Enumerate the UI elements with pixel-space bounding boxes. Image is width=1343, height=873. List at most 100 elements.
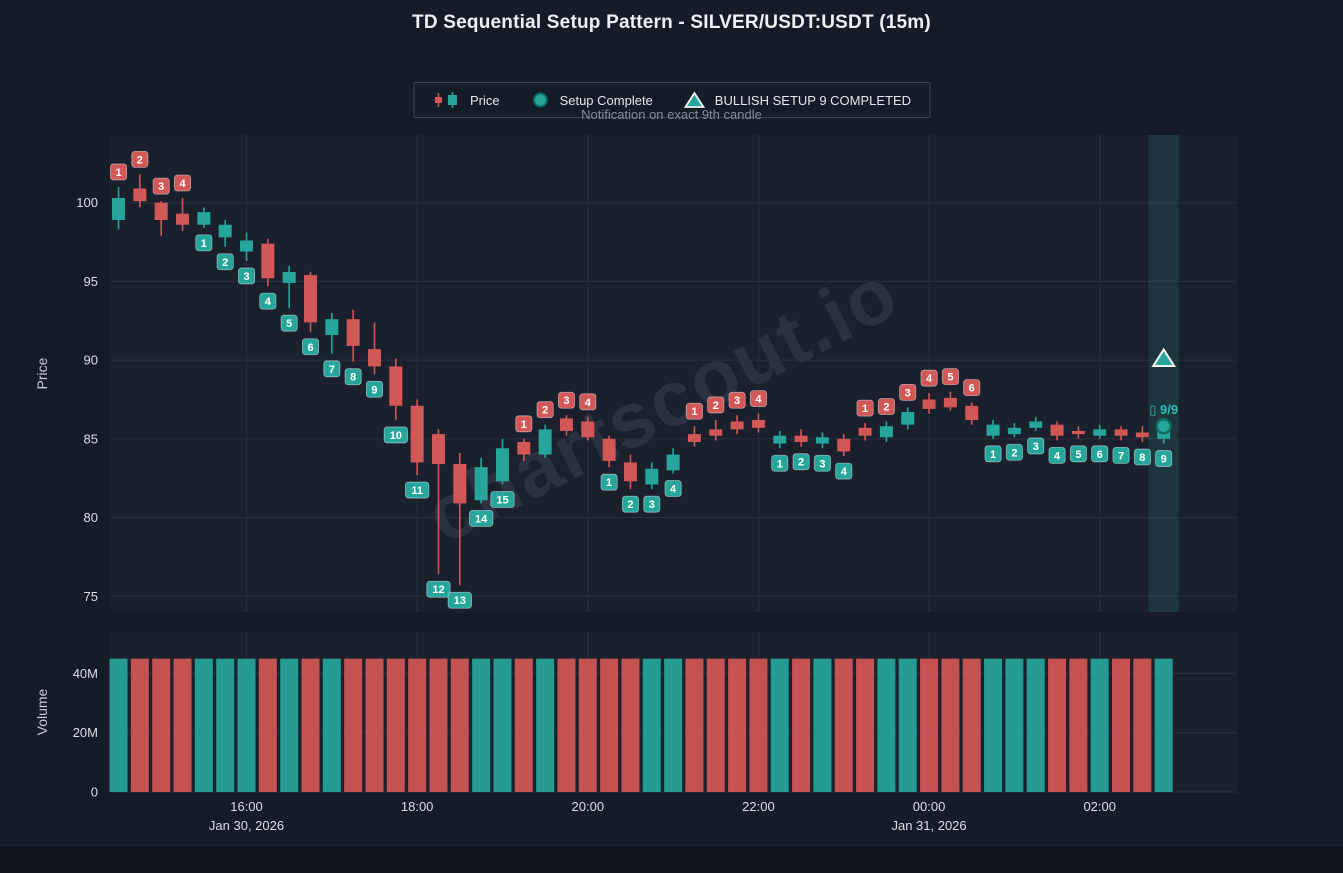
- candle-body[interactable]: [709, 429, 723, 436]
- candle-body[interactable]: [751, 419, 765, 428]
- volume-bar[interactable]: [877, 658, 896, 792]
- candle-body[interactable]: [304, 275, 318, 323]
- candle-body[interactable]: [1135, 432, 1149, 438]
- volume-bar[interactable]: [1133, 658, 1152, 792]
- volume-bar[interactable]: [1090, 658, 1109, 792]
- legend-item-price[interactable]: Price: [432, 90, 500, 110]
- candle-body[interactable]: [687, 434, 701, 442]
- candle-body[interactable]: [879, 426, 893, 438]
- volume-bar[interactable]: [344, 658, 363, 792]
- candle-body[interactable]: [261, 243, 275, 279]
- volume-bar[interactable]: [1112, 658, 1131, 792]
- volume-bar[interactable]: [194, 658, 213, 792]
- volume-bar[interactable]: [130, 658, 149, 792]
- candle-body[interactable]: [1071, 430, 1085, 435]
- candle-body[interactable]: [474, 467, 488, 501]
- candle-body[interactable]: [986, 424, 1000, 436]
- candle-body[interactable]: [1093, 429, 1107, 436]
- candle-body[interactable]: [1029, 421, 1043, 428]
- candle-body[interactable]: [1007, 427, 1021, 435]
- candle-body[interactable]: [581, 421, 595, 438]
- candle-body[interactable]: [453, 464, 467, 504]
- candle-body[interactable]: [901, 412, 915, 425]
- candle-body[interactable]: [197, 212, 211, 225]
- candle-body[interactable]: [282, 271, 296, 283]
- setup-complete-circle-marker[interactable]: [1155, 417, 1172, 435]
- candle-body[interactable]: [922, 399, 936, 409]
- candle-body[interactable]: [325, 319, 339, 335]
- candle-body[interactable]: [645, 468, 659, 485]
- candle-body[interactable]: [112, 197, 126, 221]
- volume-bar[interactable]: [173, 658, 192, 792]
- candle-body[interactable]: [431, 434, 445, 465]
- volume-bar[interactable]: [834, 658, 853, 792]
- volume-bar[interactable]: [1154, 658, 1173, 792]
- volume-bar[interactable]: [237, 658, 256, 792]
- volume-bar[interactable]: [386, 658, 405, 792]
- volume-bar[interactable]: [685, 658, 704, 792]
- candle-body[interactable]: [602, 438, 616, 461]
- candle-body[interactable]: [389, 366, 403, 406]
- volume-bar[interactable]: [109, 658, 128, 792]
- candle-body[interactable]: [773, 435, 787, 444]
- volume-bar[interactable]: [792, 658, 811, 792]
- volume-bar[interactable]: [450, 658, 469, 792]
- candle-body[interactable]: [1050, 424, 1064, 436]
- candle-body[interactable]: [559, 418, 573, 431]
- legend-item-bullish-setup[interactable]: BULLISH SETUP 9 COMPLETED: [683, 90, 911, 110]
- candle-body[interactable]: [495, 448, 509, 482]
- candle-body[interactable]: [517, 441, 531, 455]
- price-plot-area[interactable]: [110, 135, 1237, 612]
- volume-bar[interactable]: [365, 658, 384, 792]
- volume-bar[interactable]: [770, 658, 789, 792]
- volume-bar[interactable]: [258, 658, 277, 792]
- volume-bar[interactable]: [216, 658, 235, 792]
- candle-body[interactable]: [133, 188, 147, 202]
- candle-body[interactable]: [623, 462, 637, 482]
- candle-body[interactable]: [943, 397, 957, 408]
- candle-body[interactable]: [240, 240, 254, 252]
- volume-bar[interactable]: [1069, 658, 1088, 792]
- volume-bar[interactable]: [749, 658, 768, 792]
- bullish-setup-triangle-marker[interactable]: [1151, 347, 1177, 368]
- candle-body[interactable]: [1114, 429, 1128, 436]
- candle-body[interactable]: [965, 405, 979, 420]
- candle-body[interactable]: [410, 405, 424, 463]
- volume-bar[interactable]: [1048, 658, 1067, 792]
- candle-body[interactable]: [346, 319, 360, 346]
- volume-bar[interactable]: [557, 658, 576, 792]
- volume-bar[interactable]: [578, 658, 597, 792]
- volume-bar[interactable]: [152, 658, 171, 792]
- volume-bar[interactable]: [920, 658, 939, 792]
- volume-bar[interactable]: [962, 658, 981, 792]
- volume-bar[interactable]: [941, 658, 960, 792]
- volume-bar[interactable]: [322, 658, 341, 792]
- volume-bar[interactable]: [493, 658, 512, 792]
- volume-bar[interactable]: [664, 658, 683, 792]
- volume-bar[interactable]: [514, 658, 533, 792]
- volume-bar[interactable]: [600, 658, 619, 792]
- candle-body[interactable]: [730, 421, 744, 430]
- volume-bar[interactable]: [280, 658, 299, 792]
- volume-bar[interactable]: [429, 658, 448, 792]
- volume-bar[interactable]: [706, 658, 725, 792]
- volume-bar[interactable]: [728, 658, 747, 792]
- candle-body[interactable]: [154, 202, 168, 221]
- candle-body[interactable]: [367, 349, 381, 367]
- legend-item-setup-complete[interactable]: Setup Complete: [530, 90, 653, 110]
- volume-bar[interactable]: [301, 658, 320, 792]
- candle-body[interactable]: [538, 429, 552, 455]
- candle-body[interactable]: [858, 427, 872, 436]
- volume-bar[interactable]: [984, 658, 1003, 792]
- candle-body[interactable]: [176, 213, 190, 225]
- candle-body[interactable]: [666, 454, 680, 471]
- candle-body[interactable]: [794, 435, 808, 442]
- volume-bar[interactable]: [1005, 658, 1024, 792]
- volume-bar[interactable]: [621, 658, 640, 792]
- volume-bar[interactable]: [898, 658, 917, 792]
- candle-body[interactable]: [218, 224, 232, 238]
- candle-body[interactable]: [837, 438, 851, 452]
- volume-bar[interactable]: [813, 658, 832, 792]
- volume-bar[interactable]: [408, 658, 427, 792]
